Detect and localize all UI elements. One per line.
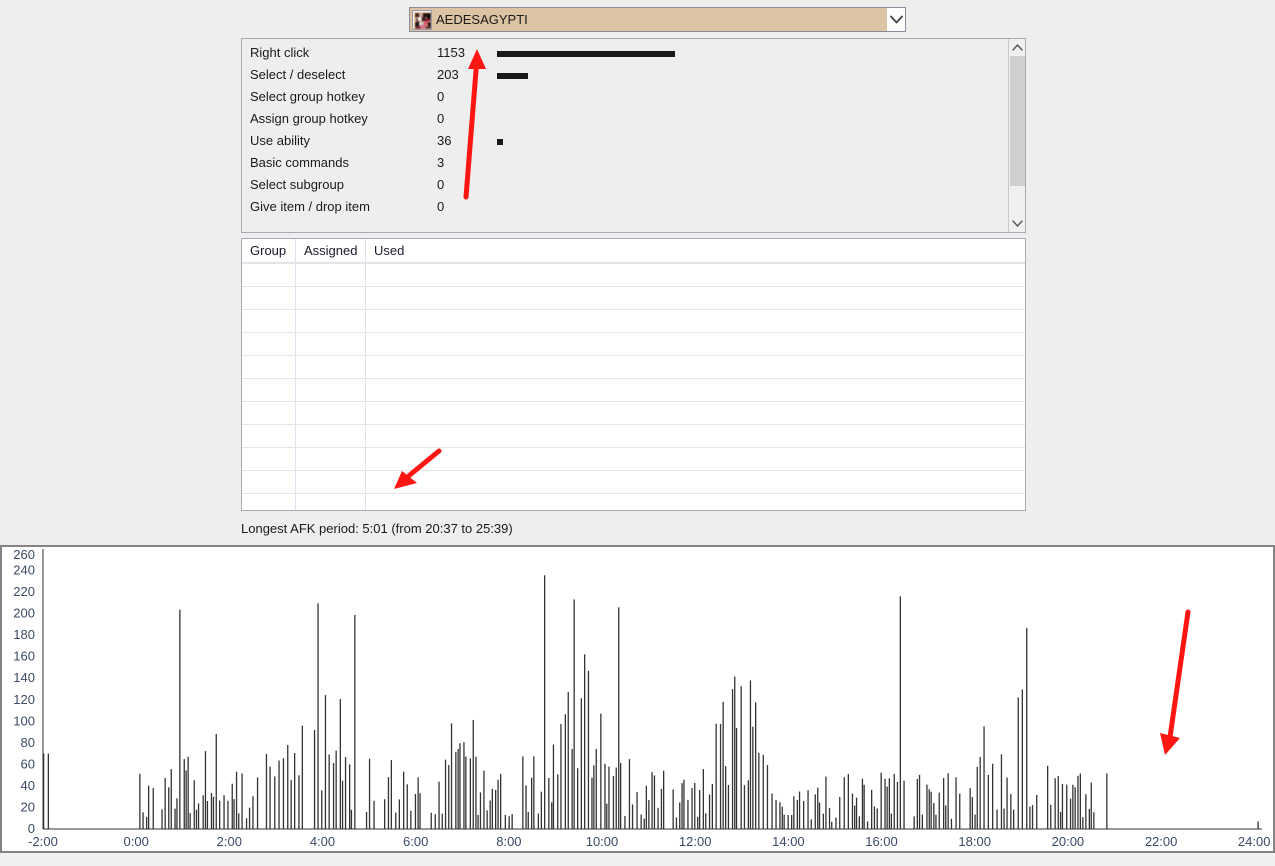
svg-text:20:00: 20:00 [1052,834,1085,849]
svg-text:4:00: 4:00 [310,834,335,849]
svg-text:240: 240 [13,563,35,578]
svg-text:20: 20 [21,800,35,815]
svg-text:140: 140 [13,670,35,685]
svg-text:180: 180 [13,627,35,642]
svg-text:10:00: 10:00 [586,834,619,849]
svg-text:80: 80 [21,735,35,750]
svg-text:120: 120 [13,692,35,707]
svg-text:100: 100 [13,713,35,728]
svg-text:8:00: 8:00 [496,834,521,849]
svg-text:260: 260 [13,547,35,562]
svg-text:160: 160 [13,649,35,664]
svg-text:2:00: 2:00 [217,834,242,849]
svg-text:60: 60 [21,756,35,771]
svg-text:-2:00: -2:00 [28,834,58,849]
svg-text:12:00: 12:00 [679,834,712,849]
svg-text:22:00: 22:00 [1145,834,1178,849]
svg-text:220: 220 [13,584,35,599]
svg-text:40: 40 [21,778,35,793]
svg-text:6:00: 6:00 [403,834,428,849]
svg-text:14:00: 14:00 [772,834,805,849]
svg-text:16:00: 16:00 [865,834,898,849]
svg-text:200: 200 [13,606,35,621]
svg-text:0:00: 0:00 [124,834,149,849]
svg-text:18:00: 18:00 [958,834,991,849]
svg-text:24:00: 24:00 [1238,834,1271,849]
